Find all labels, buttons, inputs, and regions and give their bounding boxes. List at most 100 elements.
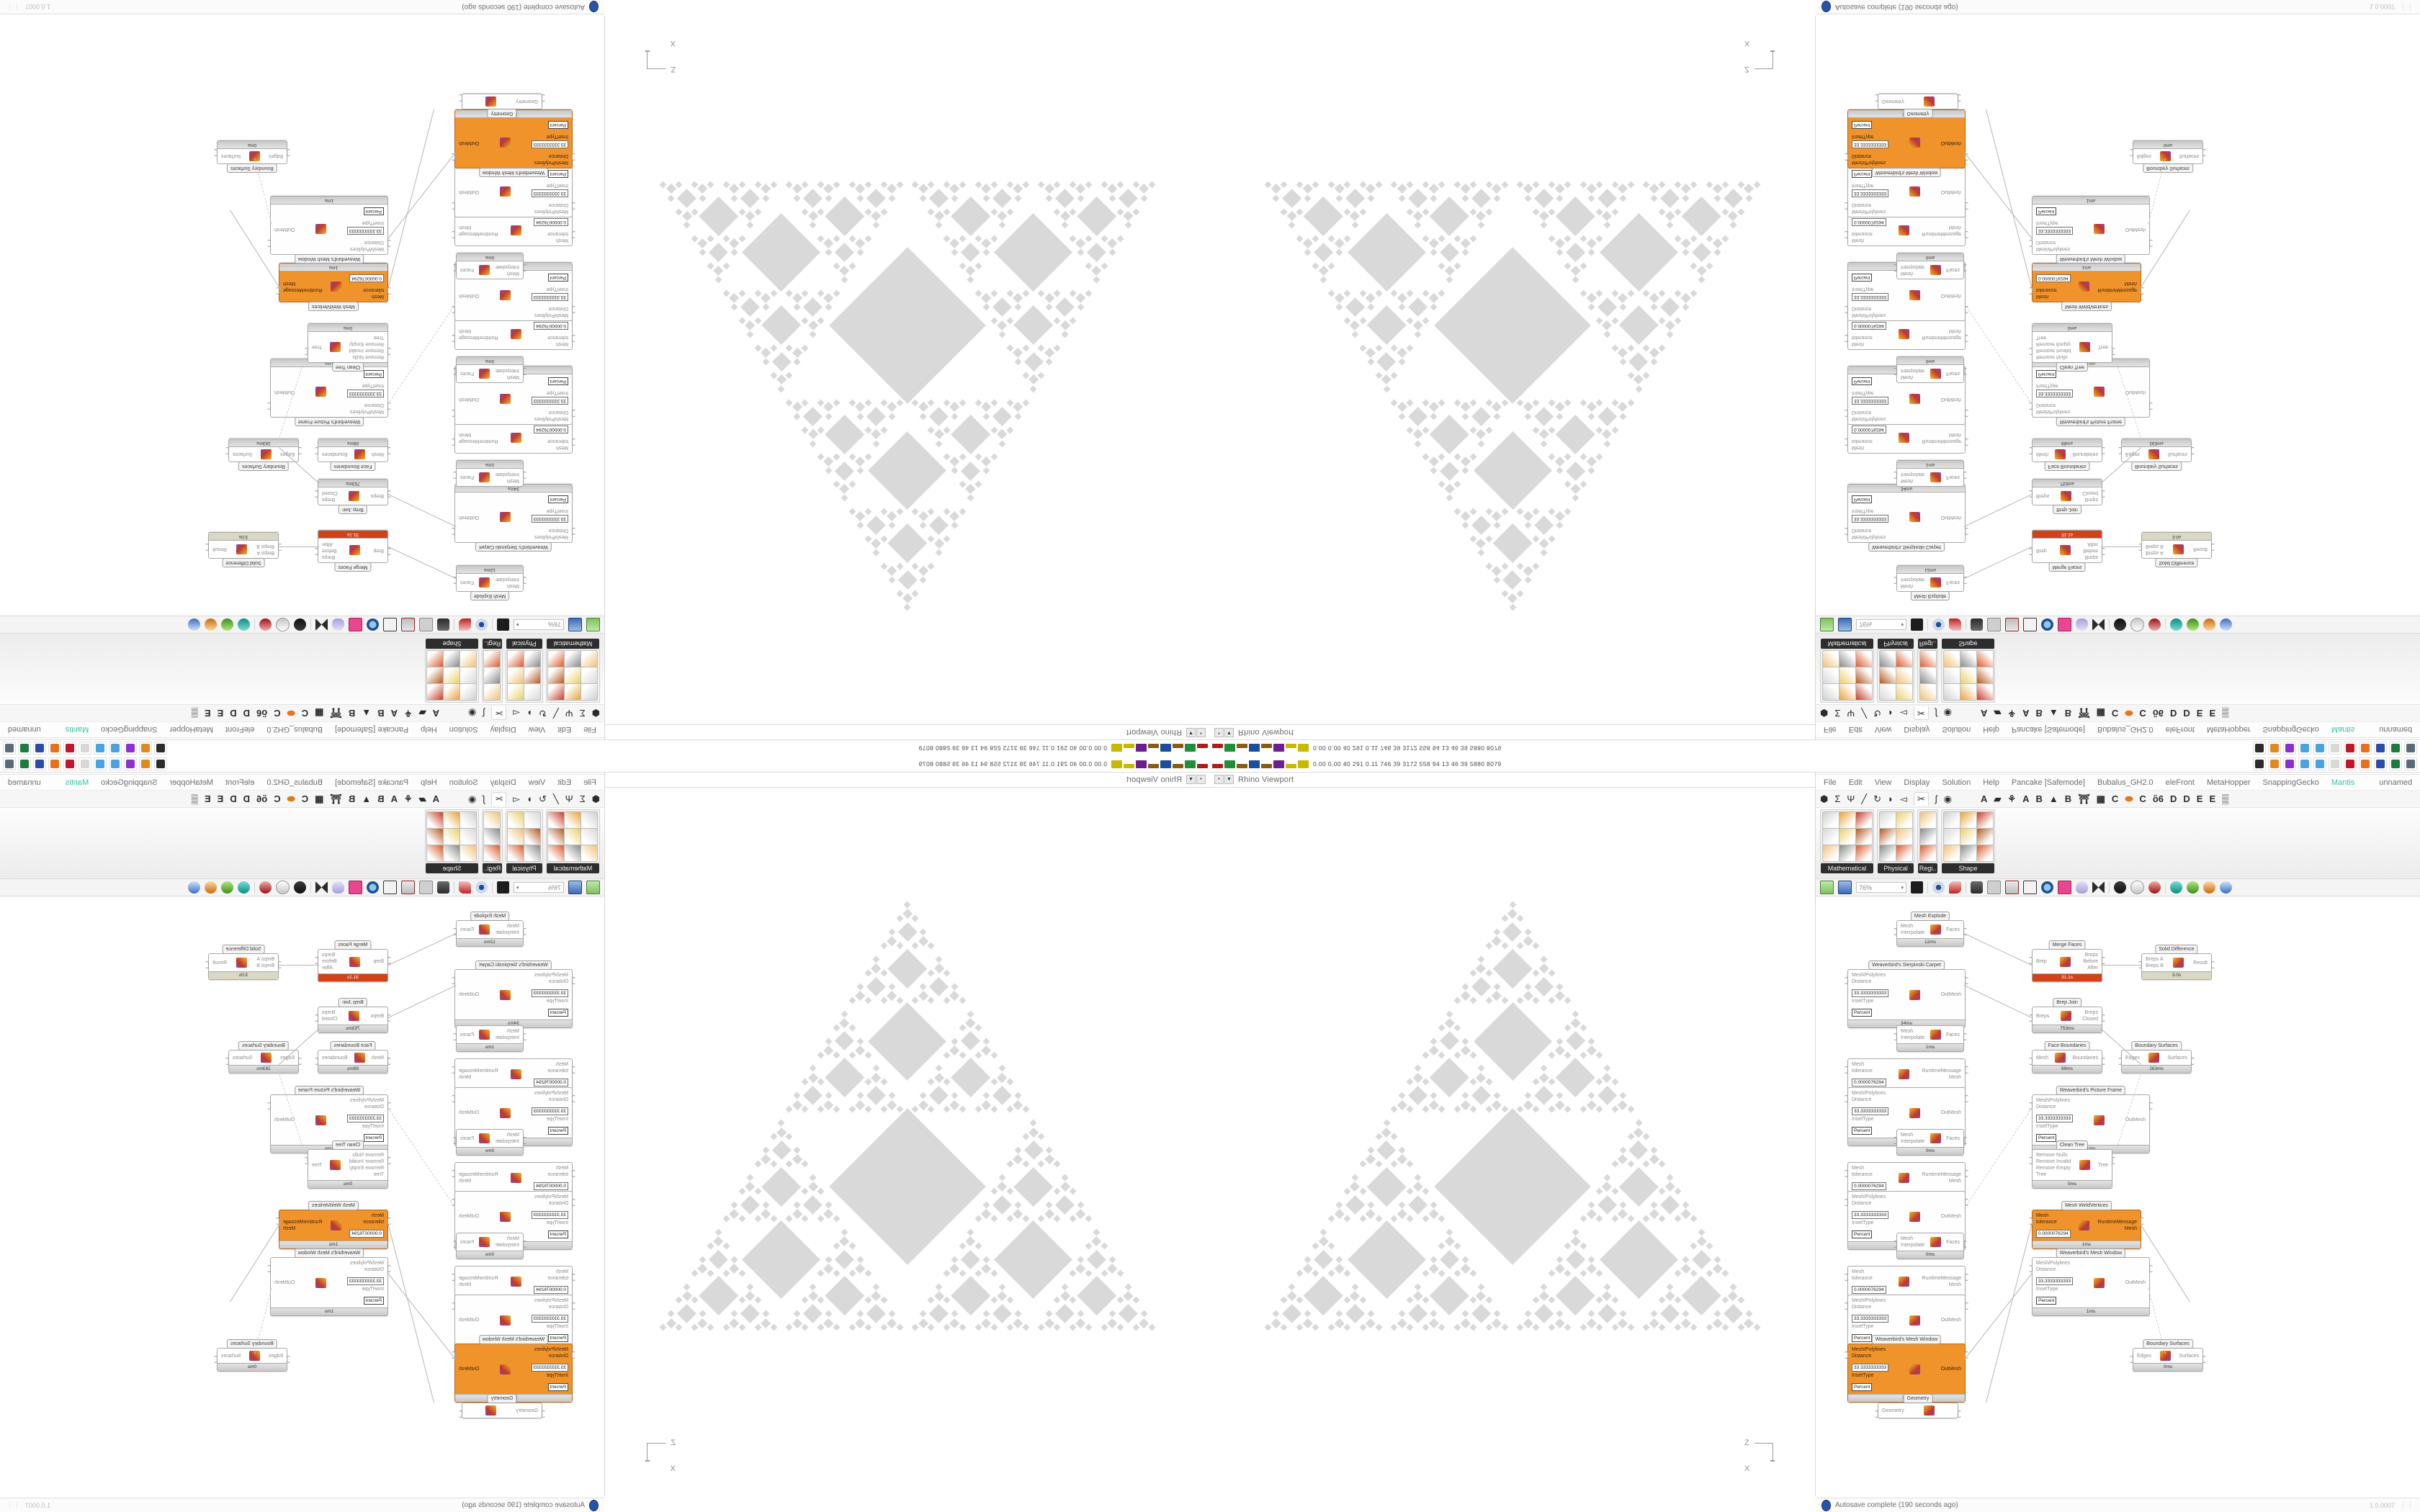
gh-node[interactable]: Mesh Explode Mesh Interpolate Faces 12ms (453, 912, 526, 947)
gh-port-lug[interactable] (2029, 1102, 2033, 1110)
tray-group-mathematical[interactable]: Mathematical (1820, 809, 1874, 873)
nav-down-icon[interactable]: ▼ (1186, 728, 1196, 737)
gh-port-lug[interactable] (2149, 240, 2153, 247)
os-taskbar[interactable]: 0.00 0.00 40 291 0.11 746 39 3172 558 94… (1210, 739, 2420, 756)
ribbon-glyph-7[interactable]: ✂ (1913, 706, 1929, 720)
gh-input-port[interactable]: Distance (548, 410, 568, 415)
gh-input-port[interactable]: Interpolate (495, 577, 519, 582)
menu-item-display[interactable]: Display (490, 725, 516, 734)
component-icon-shape-6[interactable] (1943, 845, 1960, 862)
gh-input-port[interactable]: Remove Invalid (349, 1159, 384, 1164)
gh-node[interactable]: Mesh Explode Mesh Interpolate Faces 12ms (1894, 912, 1967, 947)
gh-port-lug[interactable] (315, 548, 318, 555)
gh-input-port[interactable]: Distance (548, 1305, 568, 1310)
gh-port-lug[interactable] (2211, 544, 2215, 551)
gh-output-port[interactable]: Mesh (283, 281, 296, 286)
gh-output-port[interactable]: Mesh (2124, 281, 2137, 286)
gh-node-outputs[interactable]: Breps Closed (2082, 1009, 2098, 1022)
gh-node[interactable]: Boundary Surfaces Edges Surfaces 0ms (2130, 140, 2206, 173)
component-icon-shape-2[interactable] (1976, 811, 1994, 829)
menu-item-edit[interactable]: Edit (557, 778, 572, 787)
gh-node-inputs[interactable]: Mesh tolerance 0.0000076294 (1852, 1061, 1886, 1087)
ribbon-glyph-6[interactable]: ◅ (513, 793, 521, 804)
gh-input-port[interactable]: Mesh (555, 341, 568, 346)
gh-output-port[interactable]: Mesh (459, 432, 472, 437)
gh-input-port[interactable]: tolerance (547, 1172, 568, 1177)
menu-item-file[interactable]: File (1824, 778, 1837, 787)
gh-input-port[interactable]: Mesh (506, 583, 519, 588)
gh-node[interactable]: Merge Faces Brep Breps Before After 31.1s (315, 940, 391, 982)
gh-node[interactable]: Mesh Interpolate Faces 0ms (453, 1233, 526, 1259)
gh-node-inputs[interactable]: Breps A Breps B (2146, 956, 2164, 969)
menu-item-bubalus-gh2-0[interactable]: Bubalus_GH2.0 (2097, 725, 2154, 734)
gh-port-lug[interactable] (1965, 231, 1968, 238)
gh-node-inputs[interactable]: Mesh (2036, 1055, 2048, 1061)
gh-input-port[interactable]: Interpolate (495, 1243, 519, 1248)
gh-port-lug[interactable] (287, 149, 290, 156)
gh-port-lug[interactable] (2029, 447, 2033, 454)
gh-output-port[interactable]: Mesh (2124, 1226, 2137, 1231)
ribbon-category-6[interactable]: B (348, 708, 356, 719)
gh-node[interactable]: Solid Difference Breps A Breps B Result 3.0s (2138, 532, 2215, 567)
gh-node[interactable]: Weaverbird's Sierpinski Carpet Mesh/Polyl… (452, 960, 575, 1028)
flame-icon[interactable] (2359, 742, 2372, 755)
balloon-icon[interactable] (2076, 618, 2088, 631)
gh-input-port[interactable]: Mesh (371, 294, 384, 299)
gh-port-lug[interactable] (315, 447, 318, 454)
gh-input-port[interactable]: Mesh/Polylines (534, 1298, 568, 1303)
component-icon-physical-1[interactable] (1896, 811, 1913, 829)
gh-input-port[interactable]: Distance (1852, 1354, 1872, 1359)
preview-green-icon[interactable] (221, 881, 233, 894)
gh-input-port[interactable]: Mesh (1852, 1166, 1865, 1171)
gh-input-port[interactable]: InsetType (1852, 183, 1874, 188)
gh-input-port[interactable]: InsetType (2036, 1287, 2058, 1292)
rhino-viewport-tab[interactable]: Rhino Viewport (1238, 728, 1294, 737)
gh-port-lug[interactable] (572, 153, 575, 161)
gh-input-port[interactable]: Mesh (506, 271, 519, 276)
ribbon-glyph-4[interactable]: ↻ (538, 708, 547, 719)
red-seal-icon[interactable] (2344, 757, 2357, 770)
gh-node-outputs[interactable]: Surfaces (233, 1055, 253, 1061)
gh-node-inputs[interactable]: Remove Nulls Remove Invalid Remove Empty Tr… (349, 1152, 384, 1178)
gh-input-port[interactable]: Interpolate (495, 1035, 519, 1040)
tray-group-region[interactable]: Regi.. (1917, 639, 1938, 703)
gh-param-value-2[interactable]: Percent (2036, 1297, 2057, 1305)
gh-param-value[interactable]: 0.0000076294 (534, 1286, 568, 1294)
gh-output-port[interactable]: Surfaces (221, 153, 241, 159)
profiler-icon[interactable] (419, 881, 433, 894)
gh-node[interactable]: Weaverbird's Picture Frame Mesh/Polylines… (2029, 1086, 2153, 1153)
gh-node-outputs[interactable]: RuntimeMessage Mesh (459, 224, 498, 237)
gh-input-port[interactable]: Mesh (506, 1029, 519, 1034)
gh-output-port[interactable]: Surfaces (2167, 451, 2187, 457)
gh-param-value[interactable]: 0.0000076294 (1852, 1286, 1886, 1294)
gh-output-port[interactable]: Surfaces (2179, 153, 2199, 159)
gha-assembly-icon[interactable] (2005, 618, 2019, 631)
gh-node-inputs[interactable]: Mesh/Polylines Distance 33.3333333333 Inset… (1852, 495, 1889, 540)
gh-input-port[interactable]: Mesh/Polylines (534, 209, 568, 214)
component-icon-mathematical-1[interactable] (564, 683, 581, 701)
menu-item-pancake-safemode[interactable]: Pancake [Safemode] (2011, 778, 2085, 787)
gh-output-port[interactable]: OutMesh (459, 515, 480, 520)
gh-node-inputs[interactable]: Mesh Interpolate (1901, 1236, 1924, 1248)
gh-node-outputs[interactable]: Surfaces (221, 1353, 241, 1359)
gh-port-lug[interactable] (523, 1241, 526, 1248)
gh-input-port[interactable]: Distance (548, 979, 568, 984)
ribbon-glyph-5[interactable]: ◗ (1888, 793, 1894, 804)
gh-param-value[interactable]: 33.3333333333 (1852, 397, 1889, 405)
component-icon-region-1[interactable] (483, 667, 501, 684)
component-icon-mathematical-8[interactable] (1855, 650, 1873, 667)
gh-node-outputs[interactable]: OutMesh (459, 140, 479, 146)
gh-node[interactable]: Weaverbird's Sierpinski Carpet Mesh/Polyl… (1845, 960, 1968, 1028)
gh-output-port[interactable]: Result (2193, 960, 2208, 966)
gh-output-port[interactable]: RuntimeMessage (459, 438, 498, 444)
component-icon-shape-4[interactable] (443, 667, 460, 684)
gh-node[interactable]: Weaverbird's Mesh Window Mesh/Polylines Di… (452, 109, 575, 177)
gh-input-port[interactable]: InsetType (546, 1220, 568, 1225)
gh-output-port[interactable]: RuntimeMessage (1922, 335, 1961, 340)
component-icon-mathematical-5[interactable] (547, 828, 565, 845)
gh-output-port[interactable]: Faces (460, 1135, 475, 1141)
gh-input-port[interactable]: Mesh (555, 445, 568, 450)
menu-item-view[interactable]: View (528, 725, 546, 734)
gh-node[interactable]: Mesh Interpolate Faces 0ms (1894, 1129, 1967, 1156)
gh-param-value[interactable]: 0.0000076294 (1852, 426, 1886, 433)
